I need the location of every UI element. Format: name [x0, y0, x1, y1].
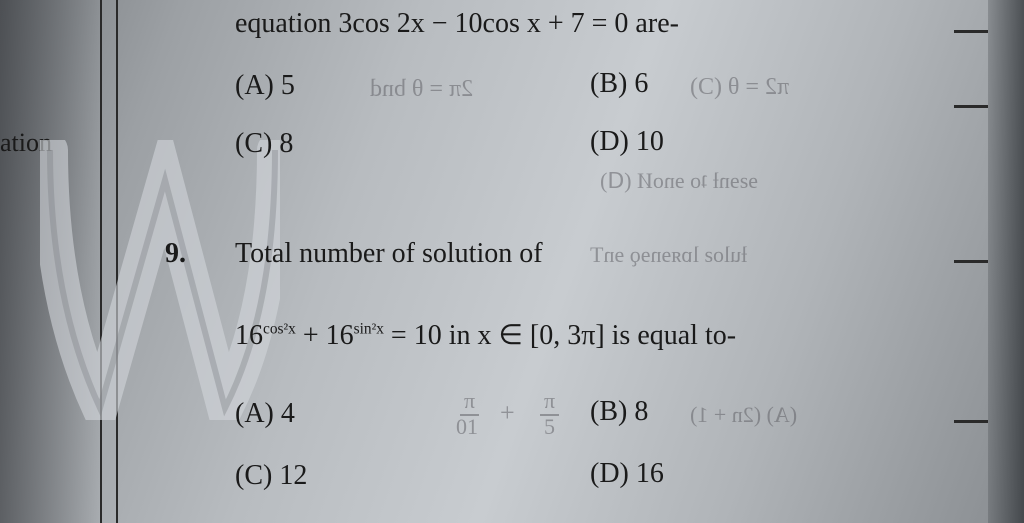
q9-opt-b: (B) 8: [590, 396, 648, 428]
q9-opt-c-val: 12: [279, 460, 307, 491]
ghost-text-5: (A) (2n + 1): [690, 402, 797, 428]
q9-opt-d: (D) 16: [590, 458, 664, 490]
q9-exp1: cos²x: [263, 321, 296, 338]
q9-stem-b-suffix: = 10 in x ∈ [0, 3π] is equal to-: [384, 320, 736, 351]
ghost-frac-top-2: π: [540, 388, 559, 416]
q9-opt-b-val: 8: [634, 396, 648, 427]
ghost-text-1: 2π = θ bnd: [370, 76, 473, 103]
watermark-w: [40, 140, 280, 420]
prev-opt-b-val: 6: [634, 68, 648, 99]
ghost-frac-bot-1: 01: [456, 414, 478, 440]
prev-opt-b: (B) 6: [590, 68, 648, 100]
ghost-plus: +: [500, 398, 515, 428]
q9-opt-a-val: 4: [281, 398, 295, 429]
ghost-text-2: π2 = θ (Ɔ): [690, 74, 789, 101]
ghost-frac-bot-2: 5: [544, 414, 555, 440]
prev-opt-a-val: 5: [281, 70, 295, 101]
ghost-text-3: ɘƨɘnƚ ʇo ɘnoИ (ᗡ): [600, 168, 758, 194]
q9-number: 9.: [165, 238, 186, 270]
page: ation equation 3cos 2x − 10cos x + 7 = 0…: [0, 0, 1024, 523]
prev-opt-c: (C) 8: [235, 128, 293, 160]
prev-opt-d-val: 10: [636, 126, 664, 157]
q9-stem-b: 16cos²x + 16sin²x = 10 in x ∈ [0, 3π] is…: [235, 318, 736, 352]
q9-opt-d-val: 16: [636, 458, 664, 489]
ghost-frac-top-1: π: [460, 388, 479, 416]
prev-opt-c-val: 8: [279, 128, 293, 159]
right-edge: [984, 0, 1024, 523]
q9-stem-b-prefix: 16: [235, 320, 263, 351]
q9-exp2: sin²x: [354, 321, 384, 338]
prev-opt-a: (A) 5: [235, 70, 295, 102]
q9-stem-a: Total number of solution of: [235, 238, 543, 270]
prev-opt-d: (D) 10: [590, 126, 664, 158]
q9-opt-c: (C) 12: [235, 460, 307, 492]
prev-stem: equation 3cos 2x − 10cos x + 7 = 0 are-: [235, 8, 679, 40]
ghost-text-4: ƚuloƨ lɒᴙɘnɘǫ ɘnT: [590, 242, 747, 268]
q9-stem-b-mid: + 16: [296, 320, 354, 351]
q9-opt-a: (A) 4: [235, 398, 295, 430]
